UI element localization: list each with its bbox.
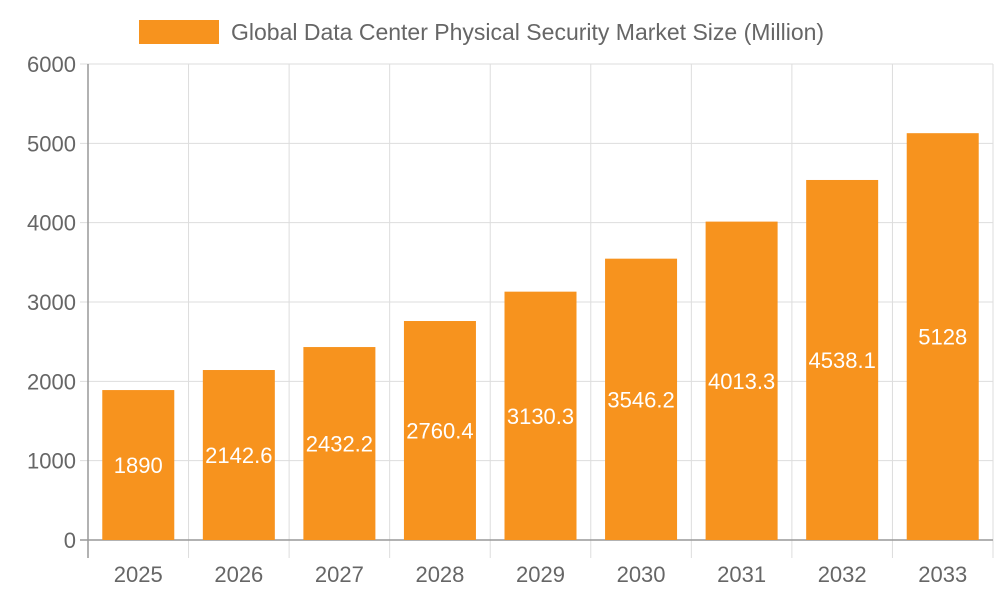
labels: 1890 2142.6 2432.2 2760.4 3130.3 3546.2 4013.3… bbox=[114, 325, 967, 478]
data-label: 3546.2 bbox=[607, 387, 674, 412]
x-tick-label: 2031 bbox=[717, 562, 766, 587]
bar-2026 bbox=[202, 370, 275, 540]
y-tick-label: 0 bbox=[64, 528, 76, 553]
x-tick-label: 2028 bbox=[415, 562, 464, 587]
data-label: 5128 bbox=[918, 325, 967, 350]
bars bbox=[102, 133, 979, 541]
data-label: 2760.4 bbox=[406, 419, 473, 444]
bar-2033 bbox=[906, 133, 979, 541]
bar-2032 bbox=[806, 179, 879, 540]
x-tick-label: 2025 bbox=[114, 562, 163, 587]
x-tick-label: 2030 bbox=[617, 562, 666, 587]
x-tick-label: 2027 bbox=[315, 562, 364, 587]
bar-2027 bbox=[303, 347, 376, 540]
gridlines bbox=[80, 63, 994, 558]
y-tick-label: 5000 bbox=[27, 131, 76, 156]
data-label: 2432.2 bbox=[306, 432, 373, 457]
y-tick-label: 2000 bbox=[27, 369, 76, 394]
x-tick-label: 2026 bbox=[214, 562, 263, 587]
x-tick-label: 2033 bbox=[918, 562, 967, 587]
bar-2028 bbox=[403, 321, 476, 540]
bar-2025 bbox=[102, 390, 175, 540]
data-label: 2142.6 bbox=[205, 443, 272, 468]
bar-2030 bbox=[605, 258, 678, 540]
y-tick-label: 6000 bbox=[27, 52, 76, 77]
y-tick-label: 4000 bbox=[27, 211, 76, 236]
data-label: 1890 bbox=[114, 453, 163, 478]
data-label: 4538.1 bbox=[809, 348, 876, 373]
y-tick-label: 1000 bbox=[27, 449, 76, 474]
bar-2031 bbox=[705, 221, 778, 541]
y-tick-label: 3000 bbox=[27, 290, 76, 315]
bar-2029 bbox=[504, 291, 577, 540]
legend[interactable]: Global Data Center Physical Security Mar… bbox=[139, 19, 824, 45]
x-tick-label: 2032 bbox=[818, 562, 867, 587]
legend-swatch bbox=[139, 20, 219, 44]
legend-label: Global Data Center Physical Security Mar… bbox=[231, 19, 824, 45]
data-label: 4013.3 bbox=[708, 369, 775, 394]
axes: 0 1000 2000 3000 4000 5000 6000 2025 2026 2027 202… bbox=[27, 52, 993, 587]
data-label: 3130.3 bbox=[507, 404, 574, 429]
x-tick-label: 2029 bbox=[516, 562, 565, 587]
